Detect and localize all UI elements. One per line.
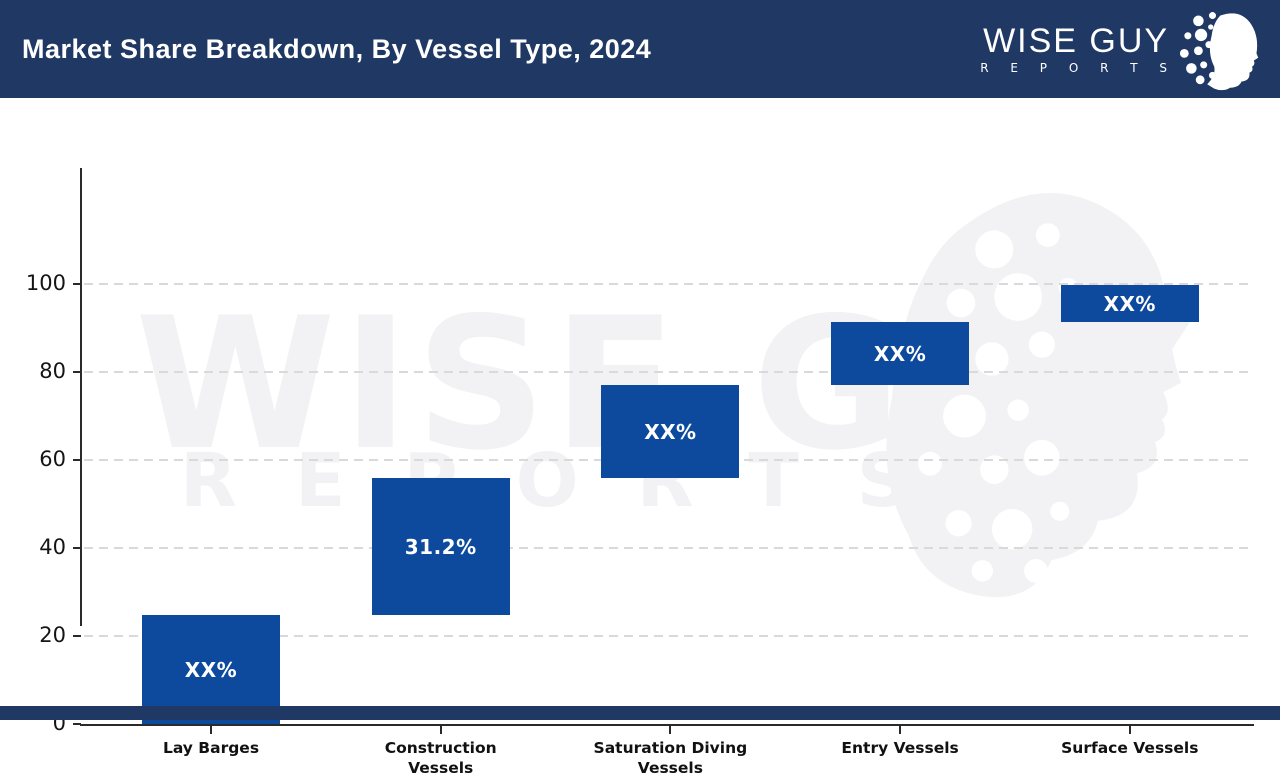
chart-area: XX% 31.2% XX% XX% XX% 0 20 40 60 80 100 Lay Barges…	[0, 98, 1280, 777]
y-tick-mark	[73, 635, 81, 637]
logo-reports-text: R E P O R T S	[980, 60, 1176, 75]
page-title: Market Share Breakdown, By Vessel Type, …	[22, 33, 652, 64]
bar-value-label: XX%	[644, 419, 697, 444]
x-category-label: Construction Vessels	[384, 739, 497, 777]
y-tick-mark	[73, 547, 81, 549]
y-tick-mark	[73, 723, 81, 725]
y-axis	[80, 168, 82, 626]
x-tick-mark	[669, 726, 672, 734]
header-bar: Market Share Breakdown, By Vessel Type, …	[0, 0, 1280, 98]
x-category-label: Saturation Diving Vessels	[593, 739, 748, 777]
bar-value-label: 31.2%	[404, 534, 477, 559]
y-tick-label: 40	[39, 535, 66, 559]
x-category-label: Surface Vessels	[1061, 739, 1199, 757]
bar-value-label: XX%	[184, 657, 238, 682]
y-tick-label: 20	[39, 623, 66, 647]
x-category-label: Entry Vessels	[841, 739, 959, 757]
gridline	[84, 547, 1254, 549]
bar-value-label: XX%	[1103, 291, 1156, 316]
footer-bar	[0, 706, 1280, 720]
x-tick-mark	[210, 726, 212, 734]
logo-wiseguy-text: WISE GUY	[983, 21, 1170, 60]
bar-lay-barges: XX%	[142, 615, 280, 724]
bar-entry-vessels: XX%	[831, 321, 970, 386]
logo-head-icon	[1179, 12, 1259, 91]
y-tick-label: 100	[25, 271, 66, 295]
gridline	[84, 283, 1254, 285]
bar-saturation-diving-vessels: XX%	[601, 385, 740, 479]
y-tick-mark	[73, 371, 81, 373]
bar-value-label: XX%	[873, 341, 927, 366]
wise-guy-reports-logo: WISE GUY R E P O R T S	[976, 5, 1260, 93]
gridline	[84, 371, 1254, 373]
x-tick-mark	[439, 726, 442, 734]
y-tick-mark	[73, 459, 81, 461]
y-tick-mark	[73, 283, 81, 285]
bar-surface-vessels: XX%	[1060, 285, 1199, 322]
y-tick-label: 60	[39, 447, 66, 471]
x-category-label: Lay Barges	[162, 739, 260, 757]
gridline	[84, 635, 1254, 637]
x-tick-mark	[1128, 726, 1131, 734]
x-tick-mark	[899, 726, 902, 734]
x-axis	[80, 724, 1254, 726]
y-tick-label: 80	[39, 359, 66, 383]
bar-construction-vessels: 31.2%	[371, 478, 510, 616]
